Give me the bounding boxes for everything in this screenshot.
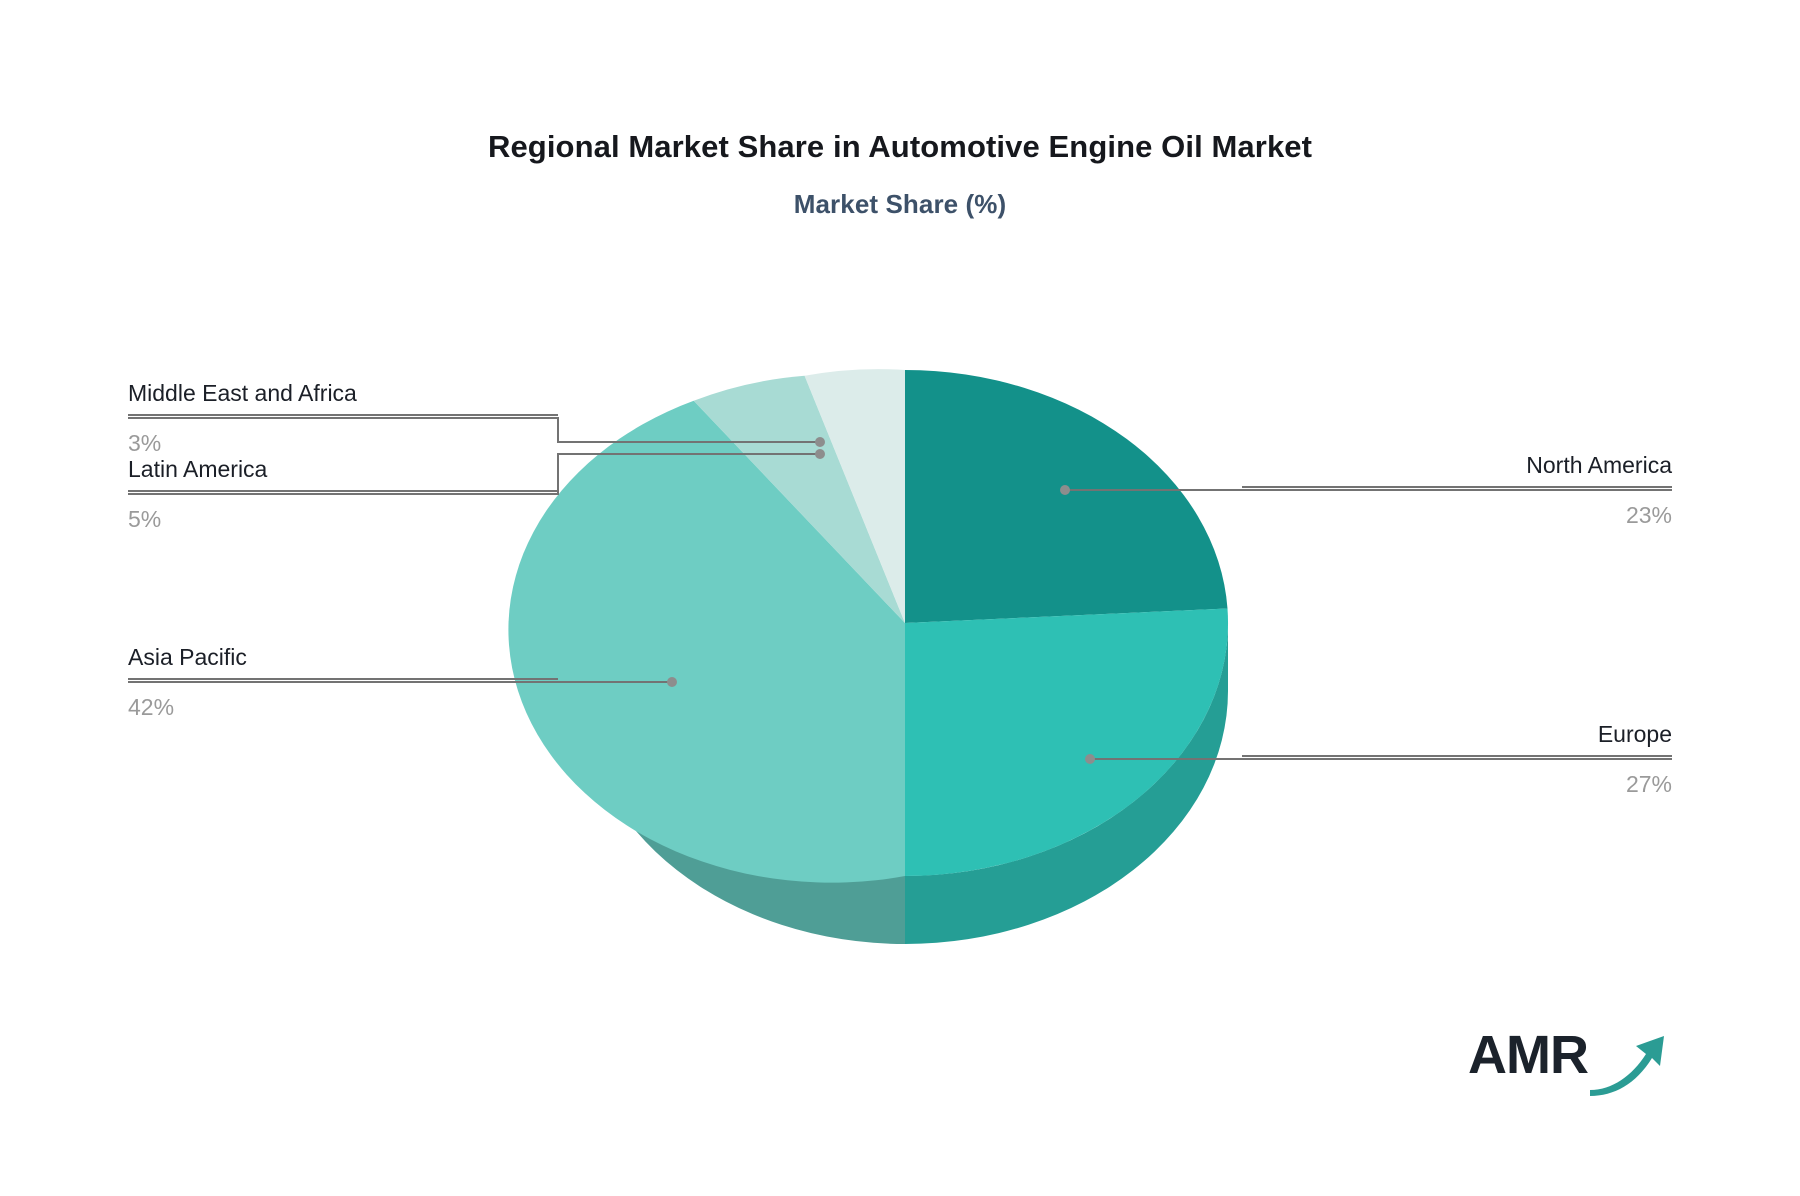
- callout-middle-east-africa[interactable]: Middle East and Africa 3%: [128, 378, 558, 458]
- callout-value-europe: 27%: [1625, 771, 1672, 797]
- callout-value-asia-pacific: 42%: [128, 694, 175, 720]
- chart-subtitle: Market Share (%): [793, 189, 1007, 219]
- leader-line-middle-east-africa: [128, 417, 820, 443]
- pie-slice-europe[interactable]: [905, 608, 1229, 877]
- callout-latin-america[interactable]: Latin America 5%: [128, 454, 558, 534]
- pie-side-europe: [905, 623, 1228, 944]
- callout-value-latin-america: 5%: [128, 506, 162, 532]
- leader-dot-middle-east-africa: [815, 437, 825, 447]
- leader-dot-asia-pacific: [667, 677, 677, 687]
- pie-slice-north-america[interactable]: [905, 370, 1228, 623]
- pie-slices: [508, 369, 1229, 883]
- page-title: Regional Market Share in Automotive Engi…: [487, 129, 1313, 164]
- callout-asia-pacific[interactable]: Asia Pacific 42%: [128, 642, 558, 722]
- amr-logo: AMR: [1468, 1018, 1664, 1098]
- leader-lines: [128, 417, 1672, 764]
- callout-label-asia-pacific: Asia Pacific: [128, 642, 558, 680]
- growth-arrow-icon: [1590, 1036, 1664, 1096]
- callout-europe[interactable]: Europe 27%: [1242, 719, 1672, 799]
- callout-value-middle-east-africa: 3%: [128, 430, 162, 456]
- callout-label-north-america: North America: [1242, 450, 1672, 488]
- callout-label-middle-east-africa: Middle East and Africa: [128, 378, 558, 416]
- pie-slice-asia-pacific[interactable]: [508, 400, 905, 883]
- pie-slice-middle-east-africa[interactable]: [804, 369, 905, 623]
- callout-value-north-america: 23%: [1625, 502, 1672, 528]
- amr-logo-text: AMR: [1468, 1025, 1589, 1085]
- leader-dot-latin-america: [815, 449, 825, 459]
- pie-slice-latin-america[interactable]: [693, 375, 905, 623]
- leader-dot-north-america: [1060, 485, 1070, 495]
- callout-north-america[interactable]: North America 23%: [1242, 450, 1672, 530]
- leader-dot-europe: [1085, 754, 1095, 764]
- callout-label-europe: Europe: [1242, 719, 1672, 757]
- leader-line-latin-america: [128, 453, 820, 495]
- callout-label-latin-america: Latin America: [128, 454, 558, 492]
